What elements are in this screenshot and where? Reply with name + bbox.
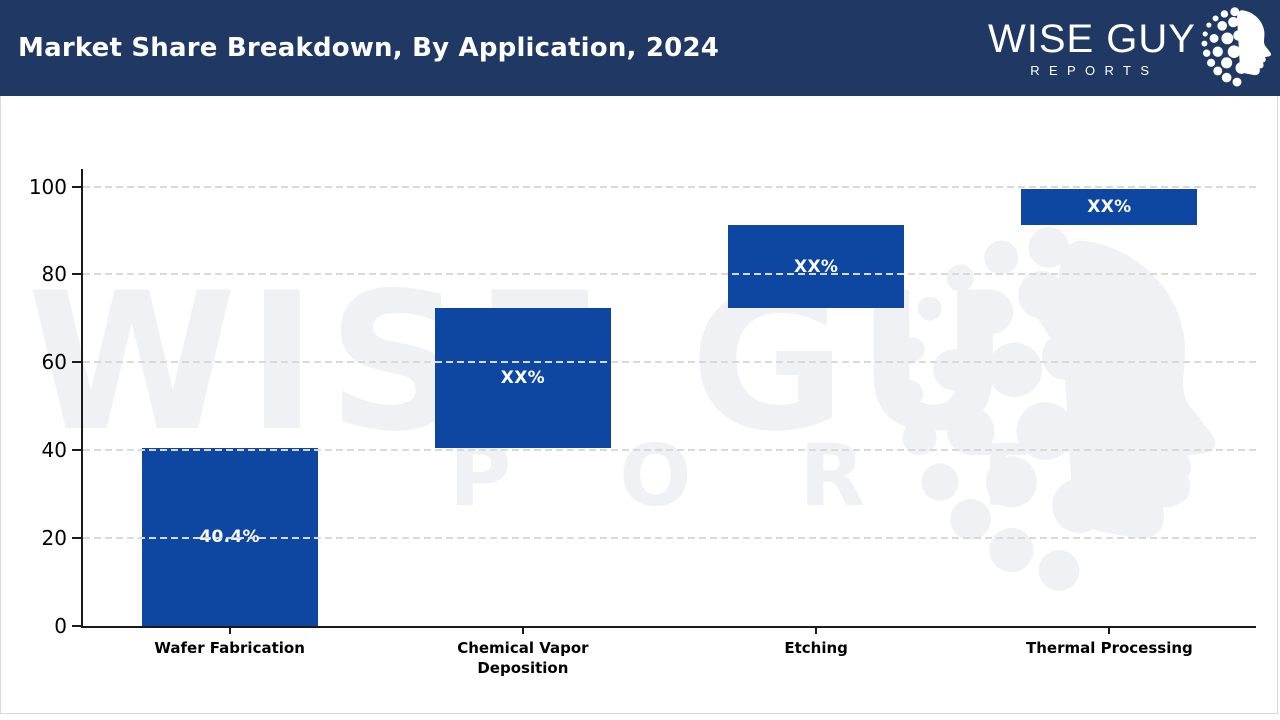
logo-wordmark: WISE GUY [987,16,1196,61]
y-tick-label: 20 [41,526,67,551]
y-tick-mark [72,273,81,276]
gridline [83,537,1256,540]
logo-subtitle: REPORTS [1030,62,1159,78]
x-tick-mark [228,628,231,634]
gridline [83,273,1256,276]
chart-title: Market Share Breakdown, By Application, … [18,33,720,63]
bar-value-label: XX% [1087,197,1132,217]
gridline [83,361,1256,364]
bar: XX% [728,225,905,309]
bar-value-label: XX% [500,368,545,389]
x-category-label: Etching [670,639,963,659]
bar-value-label: XX% [794,256,839,277]
header-bar: Market Share Breakdown, By Application, … [0,0,1280,96]
y-tick-label: 60 [41,350,67,375]
x-category-label-text: Chemical Vapor Deposition [457,639,589,677]
x-tick-mark [815,628,818,634]
x-axis-line [81,626,1256,628]
x-category-label: Thermal Processing [963,639,1256,659]
y-tick-label: 0 [54,614,67,638]
x-tick-mark [521,628,524,634]
gridline [83,185,1256,188]
y-tick-mark [72,625,81,627]
plot-area: 40.4% XX% XX% XX% 0 20 40 60 80 100 Wafer Fabricat… [29,169,1256,677]
bar: XX% [1021,188,1198,226]
y-tick-label: 100 [28,174,67,199]
y-axis-line [81,169,83,628]
x-category-label: Wafer Fabrication [83,639,376,659]
logo-text: WISE GUY REPORTS [988,19,1196,78]
x-category-label-text: Thermal Processing [1025,639,1193,657]
gridline [83,449,1256,452]
bar: XX% [434,308,611,449]
x-category-label-text: Etching [784,639,848,657]
x-category-label-text: Wafer Fabrication [154,639,305,657]
y-tick-mark [72,537,81,540]
wise-guy-head-icon [1201,7,1272,87]
y-tick-mark [72,449,81,452]
wise-guy-logo: WISE GUY REPORTS [988,0,1274,96]
x-tick-mark [1108,628,1111,634]
x-category-label: Chemical Vapor Deposition [376,639,669,679]
y-tick-mark [72,185,81,188]
plot-canvas: WISE GUY PORTS 40.4% XX% XX% XX% 0 20 40 60 80 10… [0,96,1278,714]
y-tick-label: 40 [41,438,67,463]
y-tick-label: 80 [41,262,67,287]
y-tick-mark [72,361,81,364]
